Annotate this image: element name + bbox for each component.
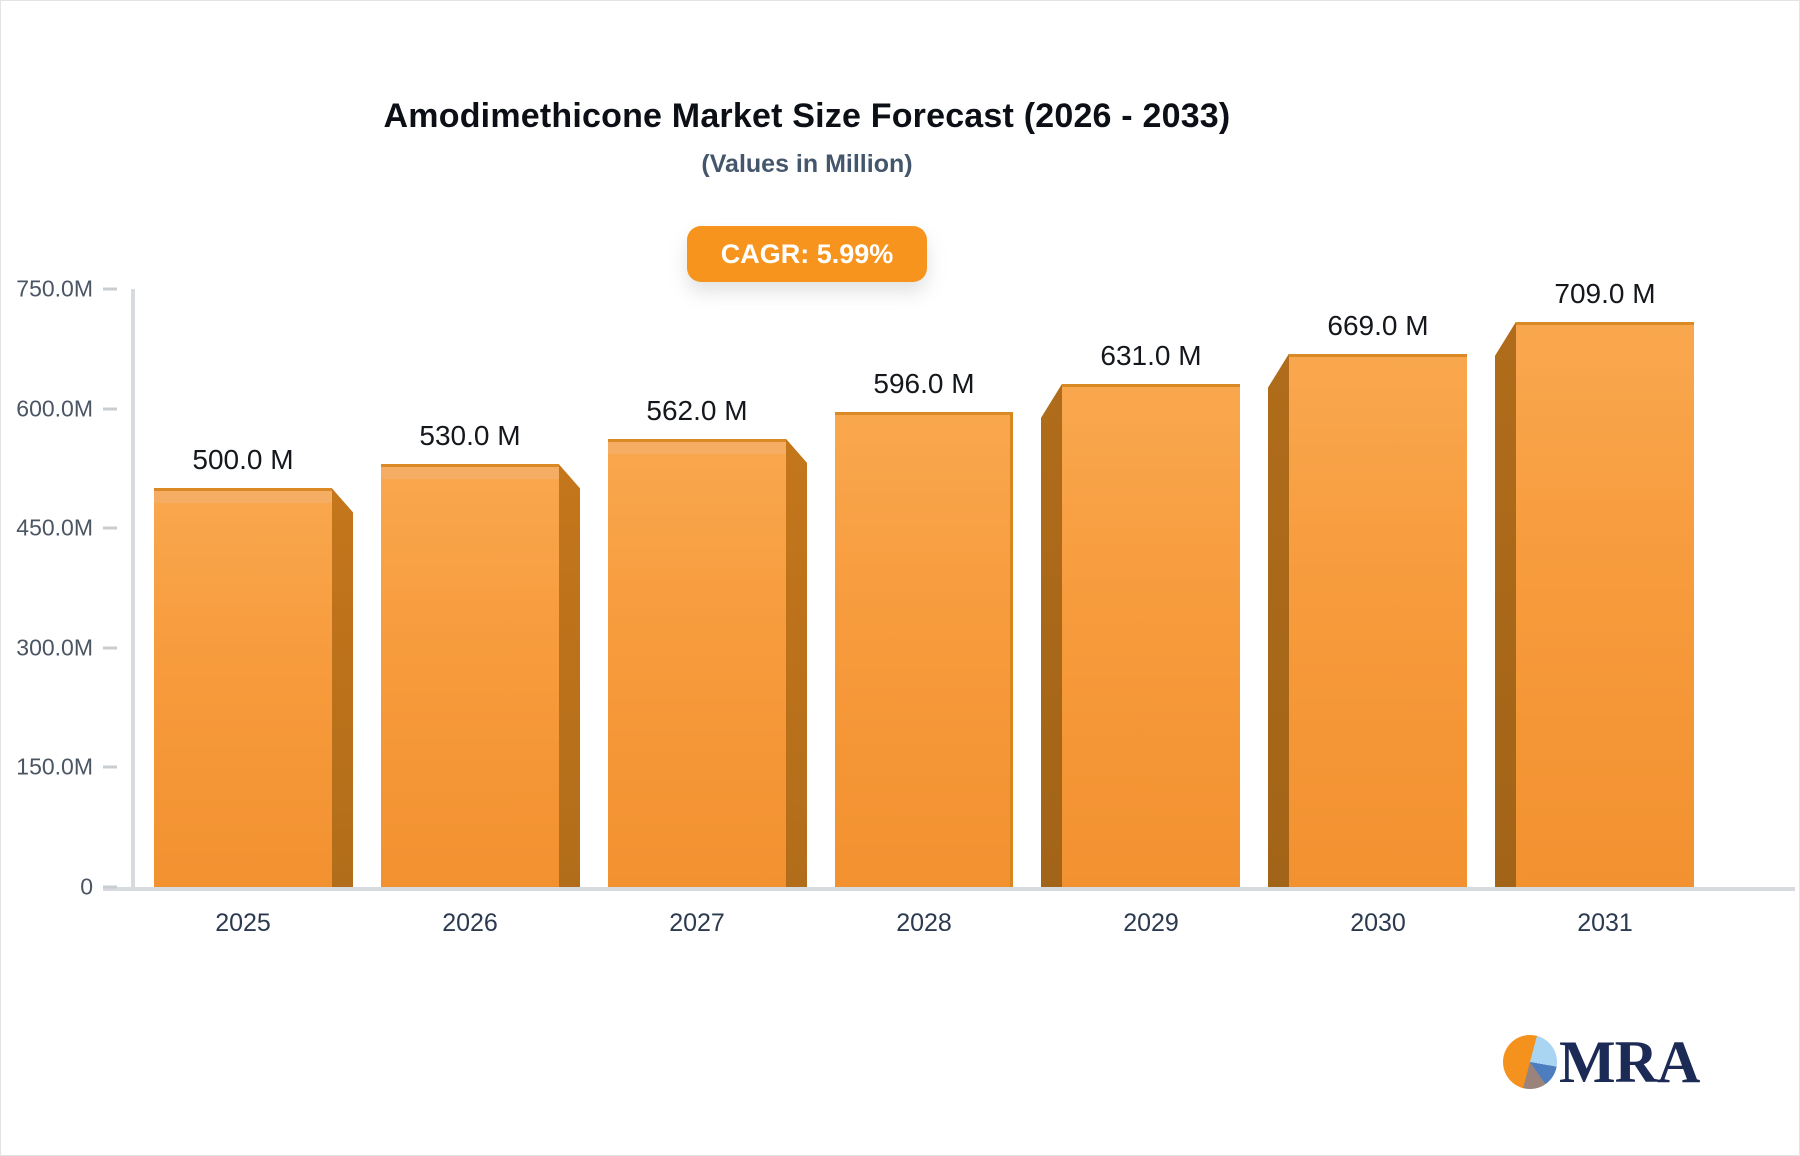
y-axis-tick-mark — [103, 407, 117, 411]
chart-title: Amodimethicone Market Size Forecast (202… — [383, 97, 1231, 135]
x-axis-category-label: 2027 — [669, 909, 725, 937]
bar-2027 — [608, 438, 786, 887]
bar-2030 — [1289, 353, 1467, 887]
y-axis-tick-mark — [103, 287, 117, 291]
y-axis-tick-label: 300.0M — [16, 634, 93, 661]
bar-3d-side — [559, 464, 580, 887]
x-axis-category-label: 2029 — [1123, 909, 1179, 937]
x-axis-category-label: 2031 — [1577, 909, 1633, 937]
chart-subtitle: (Values in Million) — [701, 150, 913, 178]
pie-logo-icon — [1503, 1035, 1557, 1089]
y-axis-tick-label: 0 — [80, 873, 93, 900]
bar-2031 — [1516, 321, 1694, 887]
bar-3d-side — [332, 488, 353, 887]
x-axis-category-label: 2026 — [442, 909, 498, 937]
bar-3d-top — [154, 491, 332, 504]
y-axis-tick-mark — [103, 765, 117, 769]
brand-logo: MRA — [1503, 1029, 1700, 1095]
bar-3d-side — [786, 438, 807, 887]
y-axis-tick-mark — [103, 646, 117, 650]
bar-3d-top — [608, 441, 786, 454]
bar-3d-side — [1268, 353, 1289, 887]
bar-value-label: 500.0 M — [192, 444, 294, 476]
y-axis-tick-mark — [103, 885, 117, 889]
y-axis-tick-mark — [103, 526, 117, 530]
x-axis-category-label: 2028 — [896, 909, 952, 937]
bar-value-label: 631.0 M — [1100, 339, 1202, 371]
bar-2026 — [381, 464, 559, 887]
bar-value-label: 562.0 M — [646, 394, 748, 426]
bar-3d-top — [381, 467, 559, 480]
bar-3d-side — [1495, 321, 1516, 887]
y-axis-tick-label: 750.0M — [16, 275, 93, 302]
bar-value-label: 669.0 M — [1327, 309, 1429, 341]
y-axis-tick-label: 600.0M — [16, 395, 93, 422]
bar-value-label: 530.0 M — [419, 420, 521, 452]
brand-logo-text: MRA — [1559, 1029, 1700, 1095]
cagr-badge: CAGR: 5.99% — [687, 226, 927, 282]
bar-2025 — [154, 488, 332, 887]
y-axis-tick-label: 150.0M — [16, 753, 93, 780]
bar-value-label: 596.0 M — [873, 367, 975, 399]
y-axis-line — [131, 289, 135, 889]
bar-2028 — [835, 411, 1013, 887]
bar-3d-side — [1041, 383, 1062, 887]
bar-value-label: 709.0 M — [1554, 277, 1656, 309]
x-axis-category-label: 2030 — [1350, 909, 1406, 937]
bar-2029 — [1062, 383, 1240, 887]
y-axis-tick-label: 450.0M — [16, 514, 93, 541]
x-axis-category-label: 2025 — [215, 909, 271, 937]
x-axis-line — [103, 887, 1795, 891]
